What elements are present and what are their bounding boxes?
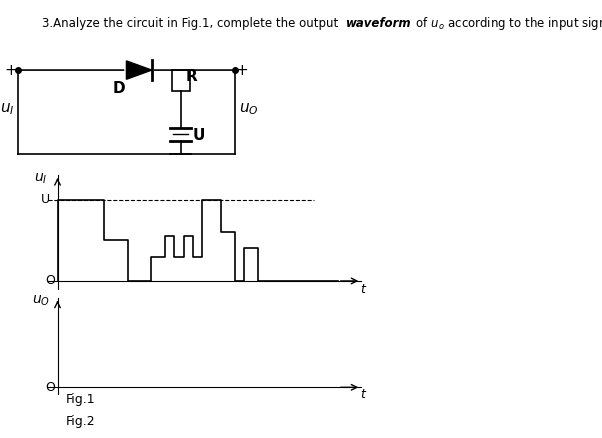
Text: of $u_o$ according to the input signal $u_I$ in Fig.2: of $u_o$ according to the input signal $… <box>412 15 602 32</box>
Text: U: U <box>42 193 51 206</box>
Text: $u_O$: $u_O$ <box>240 102 259 117</box>
Text: waveform: waveform <box>346 17 412 30</box>
Text: D: D <box>113 81 125 96</box>
Text: $u_I$: $u_I$ <box>34 172 48 187</box>
Text: $t$: $t$ <box>360 283 367 296</box>
Text: $t$: $t$ <box>360 388 367 401</box>
Text: +: + <box>4 63 17 78</box>
Text: U: U <box>193 128 205 143</box>
Text: $u_I$: $u_I$ <box>0 102 14 117</box>
Polygon shape <box>126 61 152 79</box>
Bar <box>172 70 190 91</box>
Text: +: + <box>235 63 249 78</box>
Text: O: O <box>46 275 55 287</box>
Text: O: O <box>46 381 55 394</box>
Text: Fig.1: Fig.1 <box>66 393 96 406</box>
Text: 3.Analyze the circuit in Fig.1, complete the output: 3.Analyze the circuit in Fig.1, complete… <box>42 17 342 30</box>
Text: Fig.2: Fig.2 <box>66 415 96 428</box>
Text: R: R <box>185 69 197 84</box>
Text: $u_O$: $u_O$ <box>32 294 50 308</box>
